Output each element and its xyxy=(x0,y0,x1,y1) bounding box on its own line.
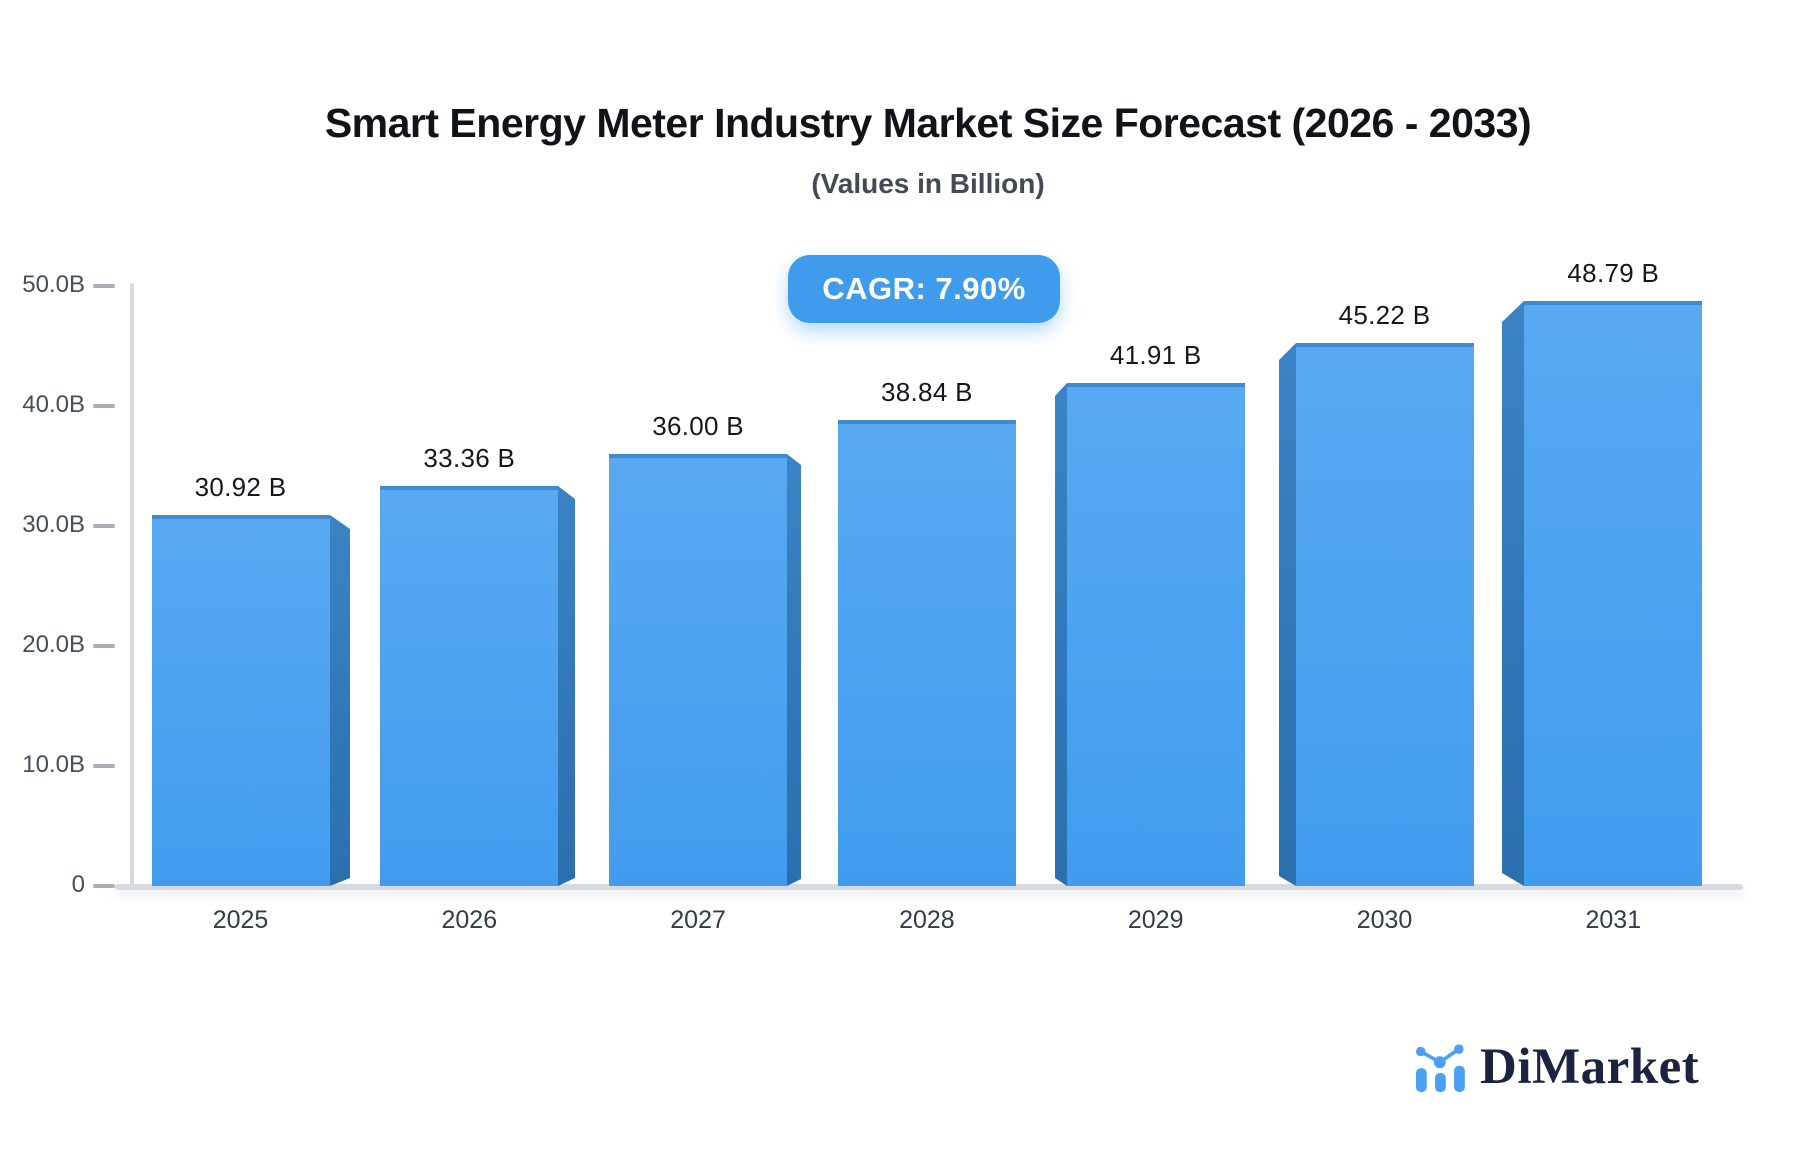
y-axis-label: 50.0B xyxy=(22,271,85,298)
cagr-badge: CAGR: 7.90% xyxy=(788,255,1060,323)
x-axis-label: 2026 xyxy=(441,906,498,934)
bar-value-label: 30.92 B xyxy=(194,472,287,502)
bar-2030 xyxy=(1296,343,1474,886)
chart-title: Smart Energy Meter Industry Market Size … xyxy=(324,100,1532,146)
bar-top-edge xyxy=(609,454,787,458)
y-axis-label: 10.0B xyxy=(22,751,85,778)
y-axis-label: 20.0B xyxy=(22,631,85,658)
x-axis-label: 2025 xyxy=(212,906,269,934)
bar-value-label: 36.00 B xyxy=(652,411,744,441)
x-axis-label: 2027 xyxy=(670,906,726,934)
y-axis-label: 0 xyxy=(71,871,85,898)
bar-value-label: 48.79 B xyxy=(1567,258,1660,288)
x-axis-label: 2030 xyxy=(1356,906,1413,934)
y-axis-tick xyxy=(93,764,115,768)
bar-top-edge xyxy=(1067,383,1245,387)
bar-line-chart-icon xyxy=(1416,1044,1465,1092)
bar-side-face xyxy=(1502,301,1524,886)
y-axis-label: 40.0B xyxy=(22,391,85,418)
bar-side-face xyxy=(330,515,350,886)
y-axis-tick xyxy=(93,884,115,888)
x-axis-label: 2029 xyxy=(1127,906,1184,934)
y-axis-tick xyxy=(93,404,115,408)
cagr-badge-label: CAGR: 7.90% xyxy=(822,271,1026,306)
bar-2029 xyxy=(1067,383,1245,886)
bar-value-label: 45.22 B xyxy=(1338,300,1431,330)
y-axis-tick xyxy=(93,524,115,528)
bar-top-edge xyxy=(380,486,558,490)
bar-2027 xyxy=(609,454,787,886)
bar-top-edge xyxy=(152,515,330,519)
bar-value-label: 38.84 B xyxy=(881,377,973,407)
brand-logo-text: DiMarket xyxy=(1480,1039,1700,1095)
x-axis-label: 2031 xyxy=(1585,906,1642,934)
bar-top-edge xyxy=(1524,301,1702,305)
bar-value-label: 41.91 B xyxy=(1109,340,1202,370)
bar-side-face xyxy=(1055,383,1067,886)
x-axis-line xyxy=(115,884,1743,890)
bar-2031 xyxy=(1524,301,1702,886)
bar-top-edge xyxy=(1296,343,1474,347)
bar-value-label: 33.36 B xyxy=(423,443,516,473)
y-axis-label: 30.0B xyxy=(22,511,85,538)
y-axis-line xyxy=(130,283,134,887)
bar-2025 xyxy=(152,515,330,886)
y-axis-tick xyxy=(93,644,115,648)
bar-2026 xyxy=(380,486,558,886)
y-axis-tick xyxy=(93,284,115,288)
bar-side-face xyxy=(1279,343,1296,886)
x-axis-label: 2028 xyxy=(899,906,955,934)
bar-2028 xyxy=(838,420,1016,886)
bar-side-face xyxy=(787,454,801,886)
brand-logo: DiMarket xyxy=(1414,1038,1699,1096)
chart-subtitle: (Values in Billion) xyxy=(811,168,1045,199)
bar-top-edge xyxy=(838,420,1016,424)
bar-side-face xyxy=(558,486,575,886)
